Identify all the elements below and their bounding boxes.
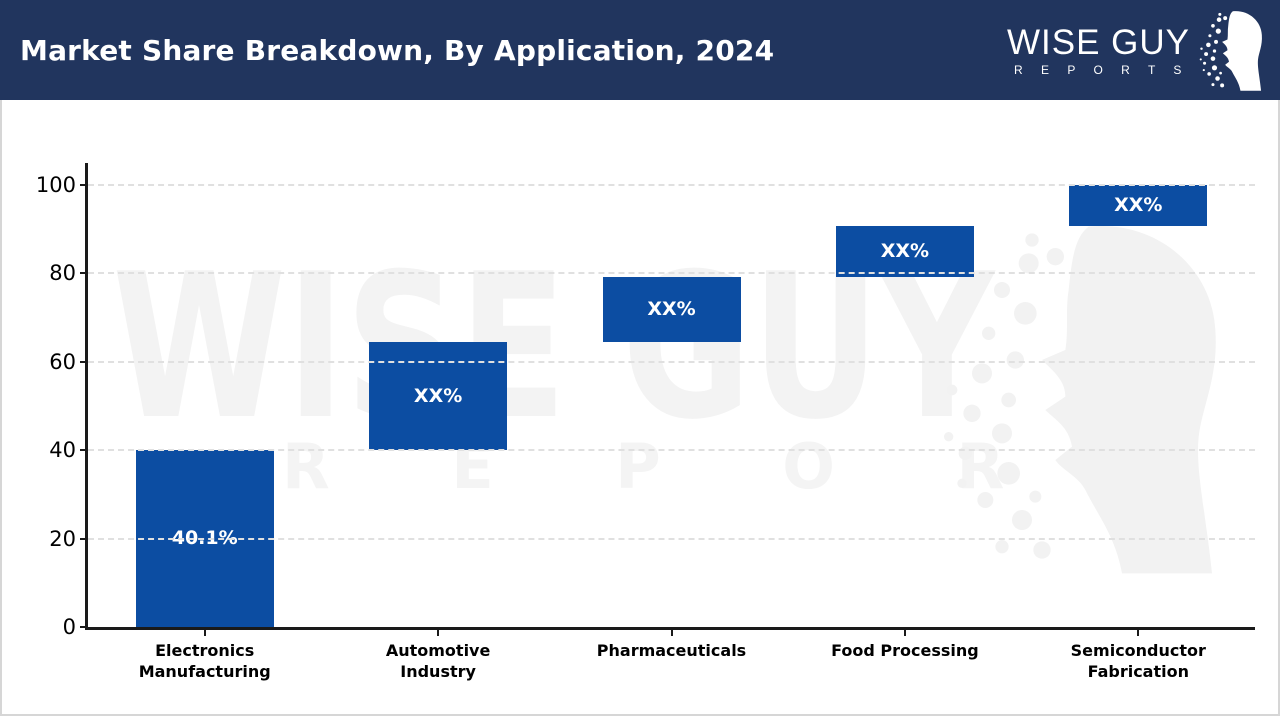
y-tick-label-80: 80: [49, 261, 76, 286]
y-tick-60: [80, 360, 88, 363]
bar-value-label-pharmaceuticals: XX%: [647, 298, 696, 321]
y-tick-0: [80, 626, 88, 628]
y-tick-label-40: 40: [49, 438, 76, 463]
y-tick-20: [80, 537, 88, 540]
y-tick-label-0: 0: [62, 615, 76, 639]
gridline-100: [88, 184, 1255, 187]
wiseguy-face-icon: [1199, 11, 1262, 91]
x-axis-spine: [85, 627, 1255, 630]
x-label-line: Food Processing: [831, 641, 979, 660]
bar-semiconductor-fabrication: XX%: [1069, 185, 1208, 226]
y-tick-label-20: 20: [49, 526, 76, 551]
x-label-food-processing: Food Processing: [790, 640, 1020, 661]
x-tick-electronics-manufacturing: [203, 630, 206, 636]
x-label-line: Semiconductor: [1070, 641, 1206, 660]
x-label-line: Electronics: [155, 641, 255, 660]
page-title: Market Share Breakdown, By Application, …: [20, 33, 775, 67]
x-tick-food-processing: [903, 630, 906, 636]
bar-food-processing: XX%: [835, 225, 974, 277]
x-label-pharmaceuticals: Pharmaceuticals: [557, 640, 787, 661]
wiseguy-logo-line1: WISE GUY: [1006, 23, 1190, 63]
y-tick-80: [80, 272, 88, 275]
chart-area: 40.1% Electronics Manufacturing XX% Automoti…: [0, 100, 1280, 716]
wiseguy-logo-line2: R E P O R T S: [1014, 62, 1189, 77]
wiseguy-logo-text: WISE GUY R E P O R T S: [1006, 23, 1190, 77]
bar-value-label-semiconductor-fabrication: XX%: [1114, 194, 1163, 217]
gridline-80: [88, 272, 1255, 275]
gridline-40: [88, 449, 1255, 452]
y-tick-100: [80, 184, 88, 187]
header-bar: Market Share Breakdown, By Application, …: [0, 0, 1280, 100]
wiseguy-logo: WISE GUY R E P O R T S: [1007, 8, 1264, 94]
x-label-line: Fabrication: [1087, 662, 1189, 681]
x-label-line: Industry: [400, 662, 476, 681]
gridline-20: [88, 537, 1255, 540]
x-label-line: Manufacturing: [138, 662, 271, 681]
y-tick-40: [80, 449, 88, 452]
watermark-face-icon: [944, 226, 1216, 574]
bar-automotive-industry: XX%: [369, 341, 508, 450]
gridline-60: [88, 360, 1255, 363]
x-label-automotive-industry: Automotive Industry: [323, 640, 553, 682]
bar-value-label-food-processing: XX%: [880, 240, 930, 263]
x-label-electronics-manufacturing: Electronics Manufacturing: [90, 640, 320, 682]
x-label-line: Automotive: [385, 641, 491, 660]
x-label-semiconductor-fabrication: Semiconductor Fabrication: [1023, 640, 1253, 682]
x-label-line: Pharmaceuticals: [596, 641, 747, 660]
x-tick-pharmaceuticals: [670, 630, 673, 636]
x-tick-semiconductor-fabrication: [1137, 630, 1140, 636]
y-axis-spine: [85, 163, 88, 630]
bar-pharmaceuticals: XX%: [602, 277, 741, 342]
x-tick-automotive-industry: [437, 630, 440, 636]
bar-value-label-automotive-industry: XX%: [413, 384, 463, 407]
y-tick-label-100: 100: [35, 173, 76, 198]
watermark-wiseguy-text: WISE GUY: [112, 231, 995, 464]
y-tick-label-60: 60: [49, 349, 76, 374]
